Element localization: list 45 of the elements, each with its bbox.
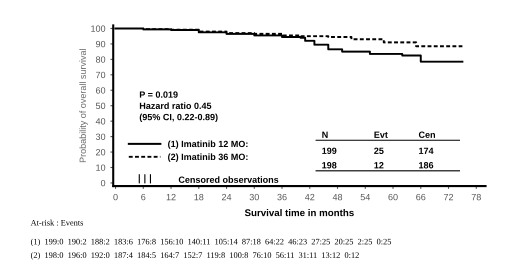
x-tick-label: 72 — [444, 194, 454, 200]
text: At-risk : Events — [30, 220, 84, 226]
annotation: Cen — [418, 132, 435, 138]
legend-label: (1) Imatinib 12 MO: — [168, 140, 248, 149]
y-tick-label: 60 — [96, 87, 106, 94]
x-tick-label: 54 — [360, 194, 370, 200]
x-tick-label: 78 — [472, 194, 481, 200]
x-tick-label: 6 — [141, 194, 146, 200]
x-axis-title: Survival time in months — [244, 209, 354, 216]
annotation: 174 — [419, 148, 434, 154]
annotation: P = 0.019 — [140, 91, 178, 98]
text: (2) 198:0 196:0 192:0 187:4 184:5 164:7 152:7 119:8 100:8 76:10 56:11 31:11 13:12 0:12 — [30, 252, 359, 260]
text: (1) 199:0 190:2 188:2 183:6 176:8 156:10 140:11 105:14 87:18 64:22 46:23 27:25 20:25 2:25 0:25 — [30, 238, 392, 246]
annotation: 198 — [322, 162, 336, 168]
y-tick-label: 20 — [96, 149, 106, 156]
y-axis-title: Probability of overall survival — [79, 49, 88, 162]
x-tick-label: 0 — [113, 194, 118, 200]
y-tick-label: 70 — [96, 72, 106, 78]
y-tick-label: 0 — [100, 180, 106, 186]
y-tick-label: 90 — [96, 40, 106, 48]
annotation: N — [322, 132, 328, 138]
legend-label: (2) Imatinib 36 MO: — [168, 153, 248, 162]
annotation: (95% CI, 0.22-0.89) — [140, 114, 218, 122]
x-tick-label: 18 — [194, 194, 204, 200]
y-tick-label: 40 — [96, 118, 106, 125]
x-tick-label: 36 — [277, 194, 287, 200]
x-tick-label: 12 — [166, 194, 176, 200]
annotation: 186 — [419, 162, 434, 168]
annotation: Hazard ratio 0.45 — [140, 102, 212, 110]
y-tick-label: 80 — [96, 56, 106, 63]
y-tick-label: 30 — [96, 134, 106, 140]
y-tick-label: 10 — [96, 164, 106, 171]
annotation: 12 — [374, 162, 384, 168]
x-tick-label: 60 — [388, 194, 398, 200]
annotation: Evt — [374, 132, 388, 138]
x-tick-label: 48 — [332, 194, 342, 200]
x-tick-label: 66 — [416, 194, 426, 200]
annotation: 25 — [374, 148, 384, 154]
annotation: 199 — [322, 148, 336, 154]
y-tick-label: 100 — [91, 25, 106, 32]
y-tick-label: 50 — [96, 102, 106, 110]
x-tick-label: 30 — [250, 194, 259, 200]
x-tick-label: 24 — [222, 194, 232, 200]
x-tick-label: 42 — [304, 194, 314, 200]
annotation: Censored observations — [178, 176, 278, 183]
